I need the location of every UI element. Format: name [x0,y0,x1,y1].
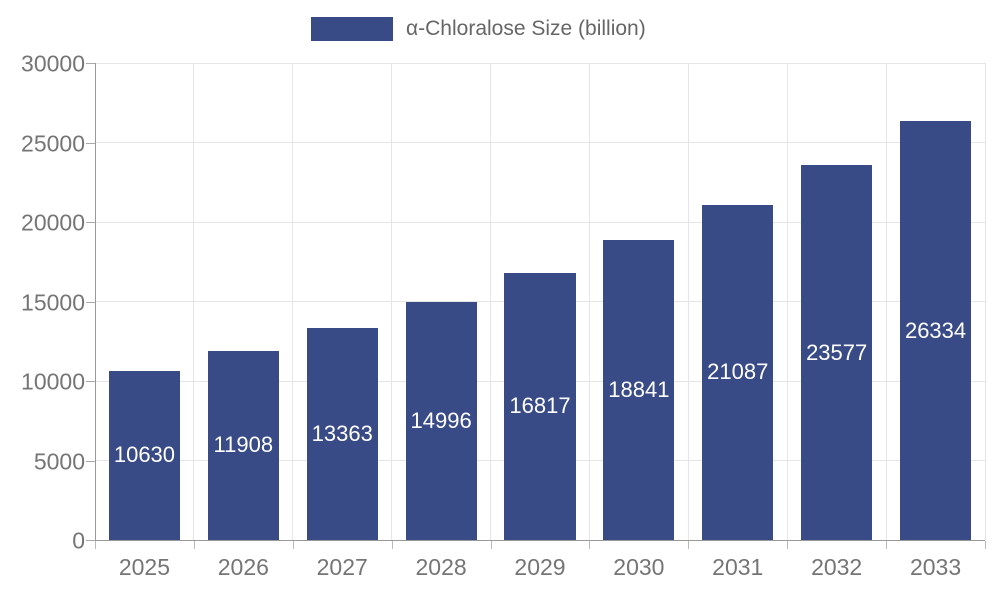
bar-2029 [504,272,576,540]
bar-value-label: 10630 [113,442,176,468]
y-gridline [95,142,985,143]
x-axis-line [95,540,985,541]
y-tick-label: 0 [72,527,85,554]
y-gridline [95,221,985,223]
x-tick-mark [589,541,591,549]
legend-swatch [311,17,393,41]
bar-2030 [603,240,675,540]
bar-value-label: 18841 [608,377,670,403]
x-tick-label-2030: 2030 [613,554,665,580]
x-tick-mark [391,541,393,549]
plot-area: 10630 11908 13363 14996 16817 18841 21087 23577… [95,62,986,540]
bar-value-label: 21087 [707,359,769,385]
x-tick-label-2026: 2026 [217,554,269,580]
bar-2028 [405,301,477,540]
bar-2026 [207,350,279,540]
x-tick-mark [490,541,492,549]
y-tick-mark [86,142,95,144]
y-tick-mark [86,540,95,541]
x-gridline [588,63,590,540]
legend-label: α-Chloralose Size (billion) [406,17,646,40]
bar-value-label: 13363 [311,420,373,446]
x-gridline [885,63,887,540]
x-gridline [490,63,492,540]
x-tick-label-2033: 2033 [909,554,962,580]
x-gridline [786,63,788,540]
x-tick-mark [688,541,690,549]
y-tick-label: 30000 [21,50,85,77]
y-tick-label: 20000 [21,209,85,236]
y-gridline [95,62,985,64]
x-tick-mark [985,541,986,549]
y-tick-mark [86,63,95,64]
x-gridline [193,63,195,540]
x-tick-label-2029: 2029 [514,554,566,580]
y-axis-line [95,63,96,549]
bar-2032 [801,165,873,540]
y-tick-label: 25000 [21,130,85,156]
x-tick-mark [292,541,294,549]
legend[interactable]: α-Chloralose Size (billion) [311,17,646,41]
x-tick-label-2031: 2031 [712,554,764,580]
bar-value-label: 26334 [904,317,967,343]
x-tick-mark [95,541,96,549]
x-tick-mark [886,541,888,549]
y-tick-label: 15000 [21,289,85,315]
x-gridline [391,63,393,540]
bar-2033 [899,121,972,540]
x-tick-label-2028: 2028 [415,554,467,580]
x-tick-label-2032: 2032 [811,554,863,580]
y-tick-mark [86,381,95,382]
y-tick-mark [86,301,95,303]
x-tick-mark [787,541,789,549]
x-tick-label-2027: 2027 [316,554,368,580]
bar-value-label: 14996 [410,407,472,433]
bar-value-label: 23577 [806,339,868,365]
y-tick-mark [86,222,95,223]
bar-2025 [108,370,181,540]
bar-value-label: 11908 [213,432,274,458]
x-gridline [687,63,689,540]
x-tick-label-2025: 2025 [118,554,171,580]
y-tick-mark [86,460,95,462]
x-gridline [984,63,986,540]
x-tick-mark [193,541,195,549]
y-tick-label: 5000 [33,448,85,474]
bar-2027 [306,327,378,540]
bar-value-label: 16817 [509,393,571,419]
y-tick-label: 10000 [21,368,85,395]
bar-2031 [702,204,774,540]
x-gridline [292,63,294,540]
